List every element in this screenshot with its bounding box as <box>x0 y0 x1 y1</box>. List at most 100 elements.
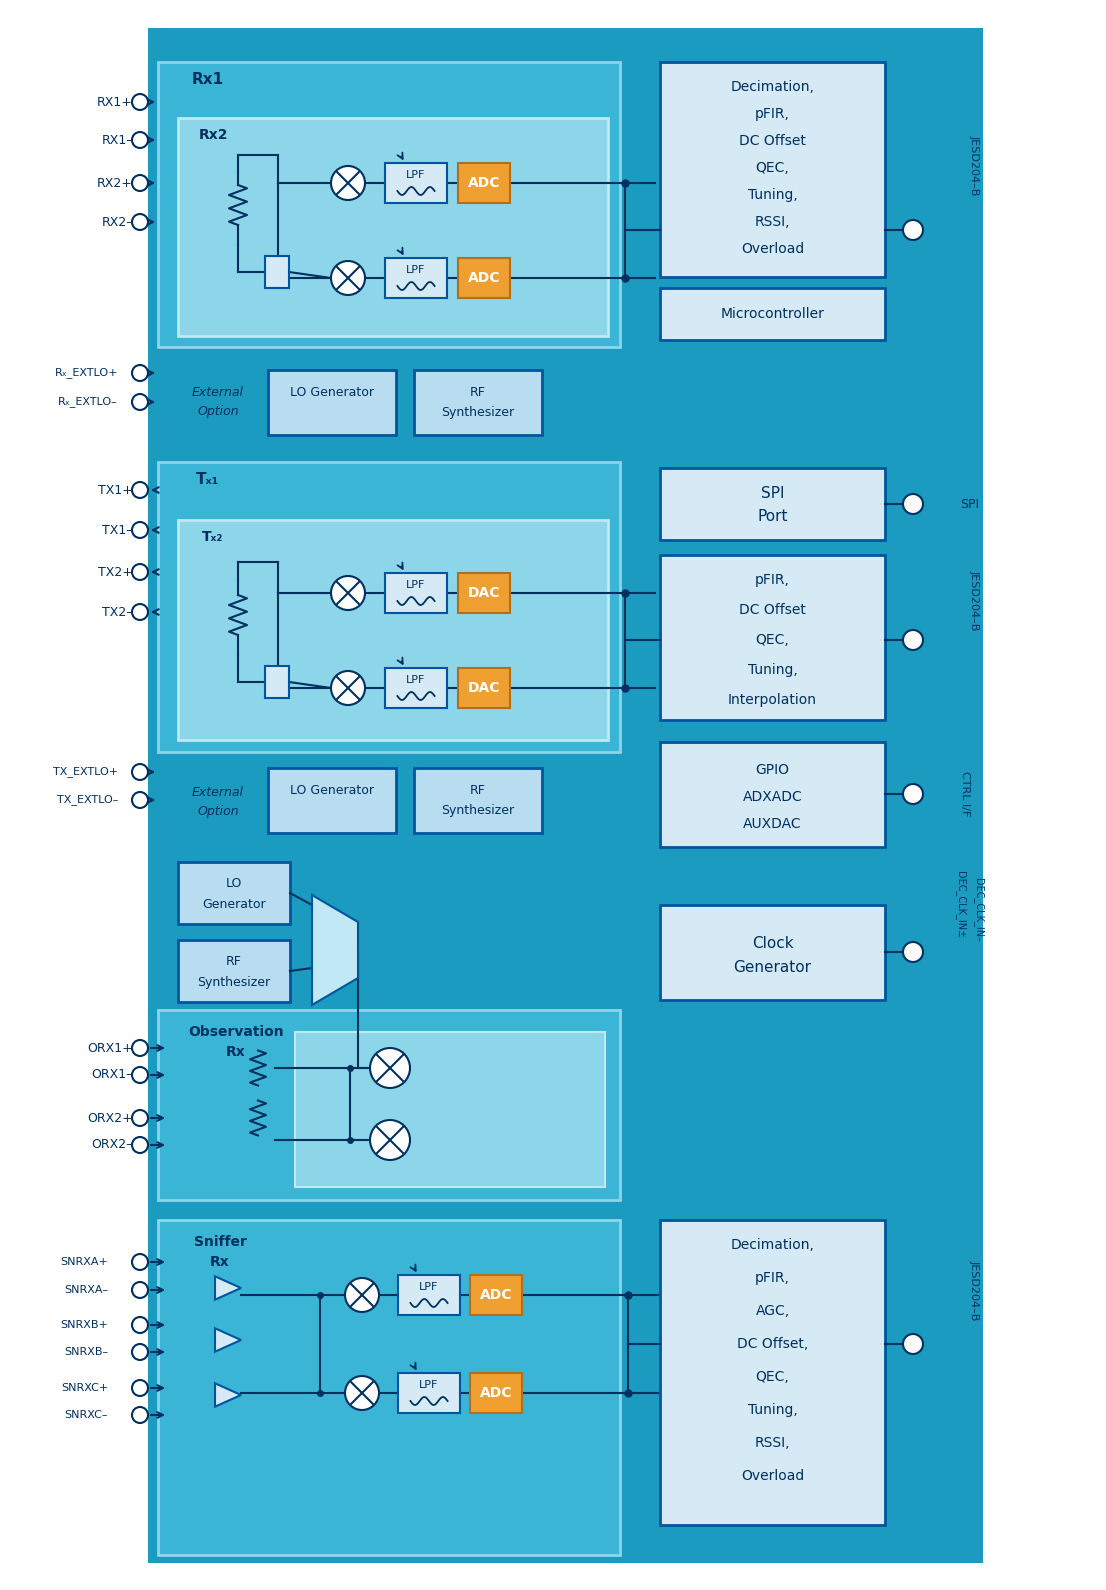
Polygon shape <box>215 1328 241 1352</box>
Circle shape <box>132 604 148 620</box>
Text: RSSI,: RSSI, <box>754 1436 791 1450</box>
Circle shape <box>132 394 148 410</box>
Circle shape <box>902 494 924 514</box>
Circle shape <box>132 366 148 382</box>
Bar <box>660 467 885 541</box>
Text: LO: LO <box>226 878 242 890</box>
Circle shape <box>132 765 148 781</box>
Text: Tₓ₁: Tₓ₁ <box>196 472 220 487</box>
Text: Tₓ₂: Tₓ₂ <box>202 529 223 544</box>
Text: SNRXC+: SNRXC+ <box>61 1383 108 1393</box>
Bar <box>148 29 983 1563</box>
Bar <box>265 666 289 698</box>
Bar <box>158 463 620 752</box>
Text: Rx2: Rx2 <box>198 129 228 142</box>
Text: LPF: LPF <box>419 1380 439 1390</box>
Text: TX2–: TX2– <box>103 606 133 619</box>
Text: TX1+: TX1+ <box>98 483 133 496</box>
Circle shape <box>132 1110 148 1126</box>
Text: Tuning,: Tuning, <box>748 1402 797 1417</box>
Text: pFIR,: pFIR, <box>755 1270 790 1285</box>
Text: SNRXA–: SNRXA– <box>64 1285 108 1294</box>
Circle shape <box>132 522 148 537</box>
Bar <box>660 905 885 1000</box>
Text: TX1–: TX1– <box>103 523 133 536</box>
Text: Rx: Rx <box>226 1045 246 1059</box>
Text: ADC: ADC <box>480 1386 512 1401</box>
Text: Rₓ_EXTLO–: Rₓ_EXTLO– <box>59 396 118 407</box>
Text: Clock: Clock <box>752 935 793 951</box>
Text: RF: RF <box>470 386 486 399</box>
Bar <box>660 555 885 720</box>
Text: DAC: DAC <box>468 681 500 695</box>
Bar <box>470 1374 522 1414</box>
Text: RX1–: RX1– <box>102 134 133 146</box>
Circle shape <box>132 1407 148 1423</box>
Circle shape <box>132 94 148 110</box>
Text: Option: Option <box>197 806 239 819</box>
Text: LPF: LPF <box>406 266 426 275</box>
Text: ADC: ADC <box>468 176 500 189</box>
Bar <box>458 668 510 708</box>
Circle shape <box>132 482 148 498</box>
Text: Rₓ_EXTLO+: Rₓ_EXTLO+ <box>54 367 118 378</box>
Text: SNRXA+: SNRXA+ <box>60 1258 108 1267</box>
Text: LPF: LPF <box>406 676 426 685</box>
Text: Tuning,: Tuning, <box>748 663 797 677</box>
Text: AUXDAC: AUXDAC <box>743 817 802 832</box>
Bar <box>660 743 885 847</box>
Text: QEC,: QEC, <box>755 633 790 647</box>
Text: Observation: Observation <box>188 1026 284 1038</box>
Text: Generator: Generator <box>733 959 812 975</box>
Text: Microcontroller: Microcontroller <box>721 307 824 321</box>
Polygon shape <box>215 1277 241 1299</box>
Text: CTRL I/F: CTRL I/F <box>960 771 970 817</box>
Text: ORX1–: ORX1– <box>92 1068 133 1081</box>
Circle shape <box>132 792 148 808</box>
Text: SPI: SPI <box>960 498 979 510</box>
Bar <box>414 370 542 436</box>
Text: SPI: SPI <box>761 485 784 501</box>
Bar <box>470 1275 522 1315</box>
Circle shape <box>132 175 148 191</box>
Text: RX1+: RX1+ <box>97 95 133 108</box>
Text: RX2+: RX2+ <box>97 176 133 189</box>
Text: Rx1: Rx1 <box>192 72 225 86</box>
Bar <box>178 940 290 1002</box>
Bar <box>268 370 396 436</box>
Text: Synthesizer: Synthesizer <box>198 976 271 989</box>
Text: Decimation,: Decimation, <box>731 1239 814 1251</box>
Text: JESD204–B: JESD204–B <box>970 1259 980 1320</box>
Bar <box>660 288 885 340</box>
Bar <box>158 1010 620 1200</box>
Text: Generator: Generator <box>202 898 265 911</box>
Circle shape <box>902 941 924 962</box>
Circle shape <box>345 1278 379 1312</box>
Bar <box>385 668 447 708</box>
Text: TX_EXTLO–: TX_EXTLO– <box>56 795 118 806</box>
Text: RSSI,: RSSI, <box>754 215 791 229</box>
Circle shape <box>331 671 365 704</box>
Text: JESD204–B: JESD204–B <box>970 135 980 196</box>
Text: Rx: Rx <box>210 1255 230 1269</box>
Text: DC Offset: DC Offset <box>739 134 806 148</box>
Text: JESD204–B: JESD204–B <box>970 569 980 630</box>
Bar <box>385 164 447 204</box>
Text: DC Offset,: DC Offset, <box>737 1337 808 1352</box>
Text: Sniffer: Sniffer <box>194 1235 247 1250</box>
Text: LO Generator: LO Generator <box>290 784 374 797</box>
Bar <box>398 1275 460 1315</box>
Bar <box>458 572 510 614</box>
Text: LPF: LPF <box>419 1282 439 1293</box>
Text: Tuning,: Tuning, <box>748 188 797 202</box>
Bar <box>414 768 542 833</box>
Bar <box>158 62 620 347</box>
Text: SNRXB+: SNRXB+ <box>60 1320 108 1329</box>
Text: Port: Port <box>758 509 787 525</box>
Text: TX2+: TX2+ <box>98 566 133 579</box>
Text: External: External <box>192 787 244 800</box>
Text: pFIR,: pFIR, <box>755 572 790 587</box>
Circle shape <box>132 1317 148 1332</box>
Text: DEC_CLK_IN–: DEC_CLK_IN– <box>972 878 983 941</box>
Circle shape <box>345 1375 379 1410</box>
